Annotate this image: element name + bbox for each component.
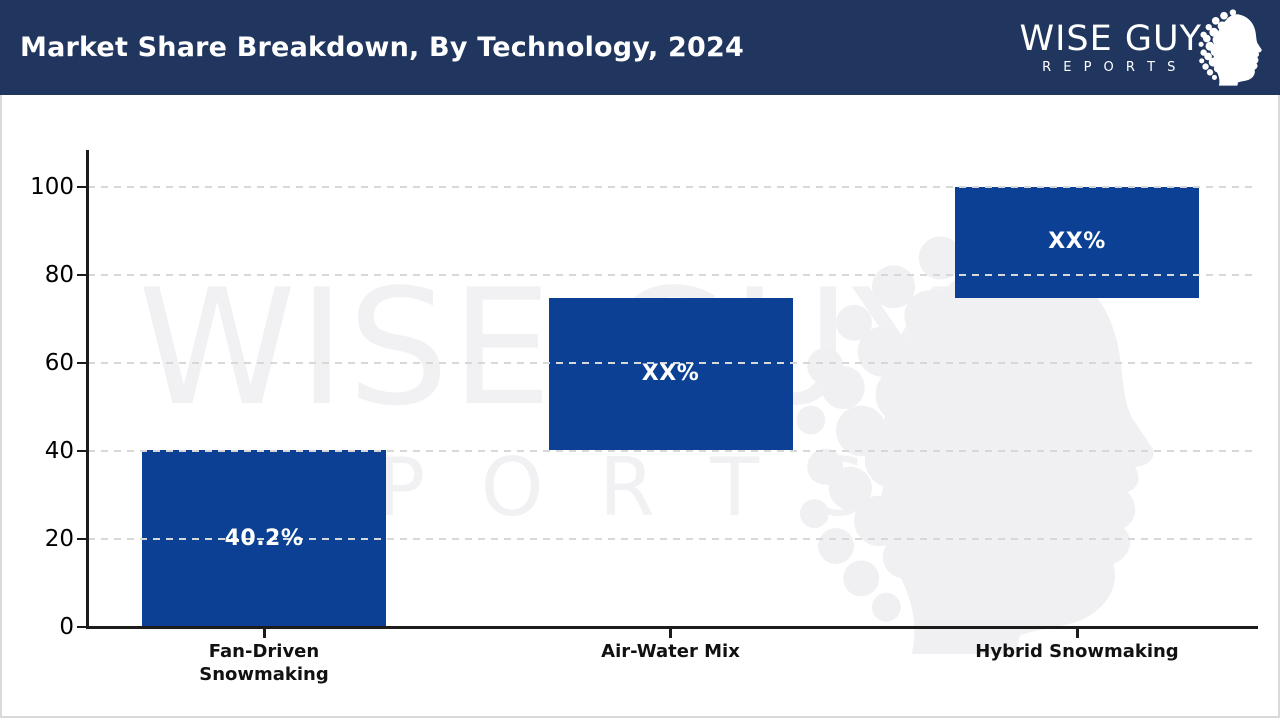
x-category-label: Air-Water Mix bbox=[601, 641, 740, 662]
bar-segment bbox=[548, 297, 793, 451]
x-tick bbox=[262, 629, 266, 638]
bar-value-label: 40.2% bbox=[224, 525, 304, 551]
y-tick bbox=[77, 626, 88, 628]
y-tick-label: 0 bbox=[59, 614, 74, 640]
gridline bbox=[88, 274, 1258, 276]
y-tick-label: 60 bbox=[44, 350, 74, 376]
x-axis-line bbox=[86, 626, 1258, 629]
y-tick-label: 20 bbox=[44, 526, 74, 552]
y-tick bbox=[77, 362, 88, 364]
gridline bbox=[88, 362, 1258, 364]
y-tick bbox=[77, 274, 88, 276]
logo-text: WISE GUY R E P O R T S bbox=[1019, 18, 1202, 75]
x-tick bbox=[669, 629, 672, 638]
header: Market Share Breakdown, By Technology, 2… bbox=[0, 0, 1280, 95]
logo-subtitle: R E P O R T S bbox=[1042, 59, 1180, 75]
y-tick-label: 100 bbox=[30, 174, 74, 200]
gridline bbox=[88, 450, 1258, 452]
page-border-left bbox=[0, 95, 2, 718]
y-tick-label: 40 bbox=[44, 438, 74, 464]
y-tick bbox=[77, 186, 88, 188]
page-title: Market Share Breakdown, By Technology, 2… bbox=[20, 32, 745, 63]
gridline bbox=[88, 186, 1258, 188]
logo-wordmark: WISE GUY bbox=[1019, 18, 1202, 59]
bar-segment bbox=[955, 187, 1199, 298]
gridline bbox=[88, 538, 1258, 540]
wiseguy-head-icon bbox=[1196, 9, 1266, 86]
y-axis-line bbox=[86, 150, 89, 629]
bar-value-label: XX% bbox=[641, 361, 700, 386]
page-border-bottom bbox=[0, 716, 1280, 718]
watermark-wordmark: WISE GUY bbox=[138, 254, 952, 441]
x-category-label: Fan-Driven Snowmaking bbox=[199, 641, 329, 686]
page-border-right bbox=[1278, 95, 1280, 718]
bar-value-label: XX% bbox=[1048, 229, 1106, 255]
y-tick bbox=[77, 450, 88, 452]
wiseguy-logo: WISE GUY R E P O R T S bbox=[1019, 9, 1266, 86]
y-tick-label: 80 bbox=[44, 262, 74, 288]
y-tick bbox=[77, 538, 88, 540]
x-category-label: Hybrid Snowmaking bbox=[975, 641, 1179, 662]
x-tick bbox=[1075, 629, 1079, 638]
